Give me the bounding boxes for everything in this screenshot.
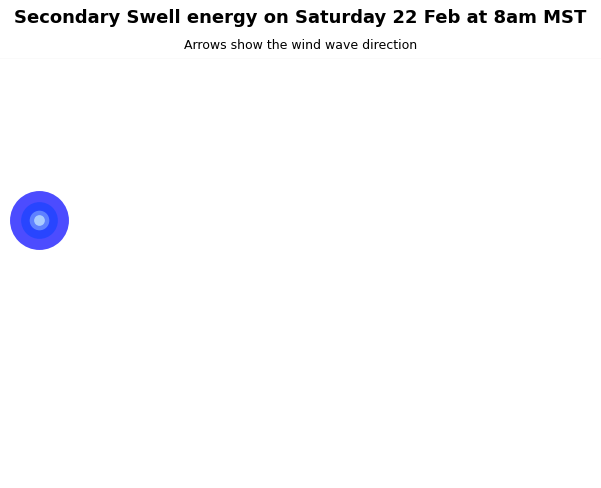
Point <box>34 216 43 224</box>
Point <box>34 216 43 224</box>
Point <box>34 216 43 224</box>
Text: Arrows show the wind wave direction: Arrows show the wind wave direction <box>184 39 417 52</box>
Point <box>34 216 43 224</box>
Text: Secondary Swell energy on Saturday 22 Feb at 8am MST: Secondary Swell energy on Saturday 22 Fe… <box>14 9 587 26</box>
